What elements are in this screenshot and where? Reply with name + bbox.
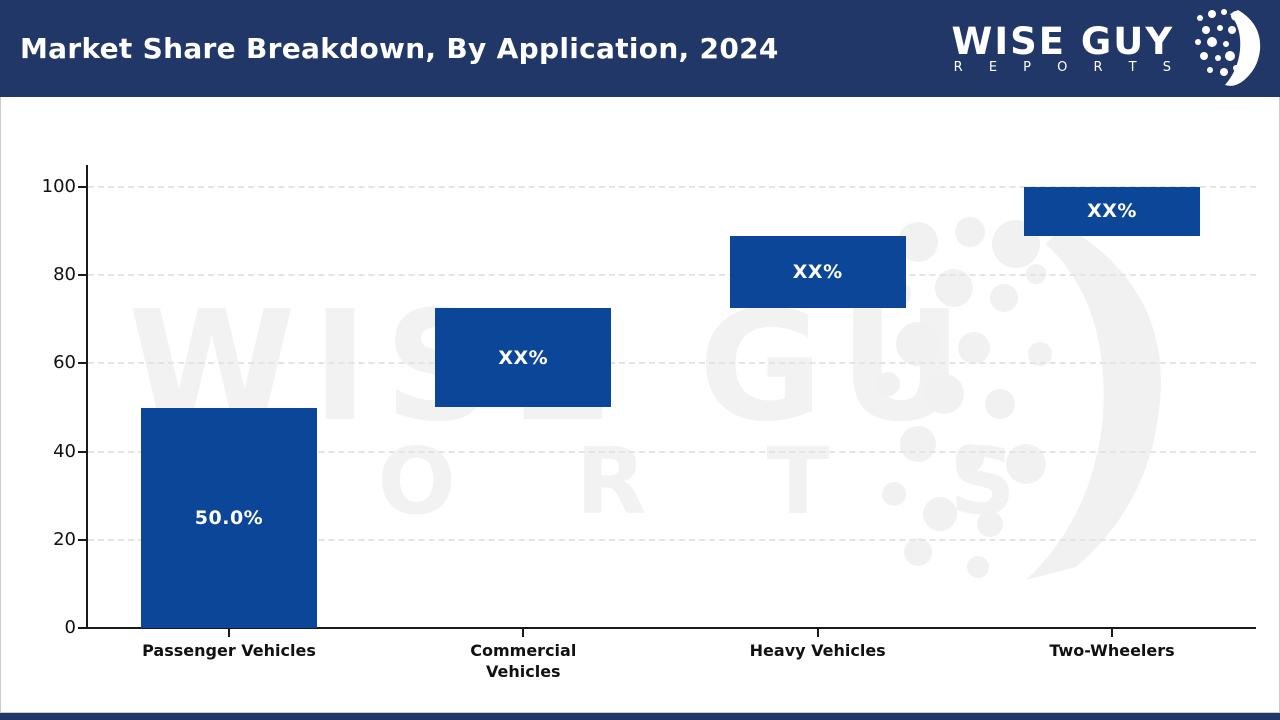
y-axis-tick-label: 40 xyxy=(53,440,76,462)
x-tick-mark xyxy=(228,629,230,637)
brand-logo: WISE GUY R E P O R T S xyxy=(944,6,1266,92)
y-tick-mark xyxy=(78,627,86,629)
waterfall-bar: XX% xyxy=(729,235,906,309)
gridline xyxy=(88,450,1256,453)
x-axis-line xyxy=(86,627,1256,629)
waterfall-bar: XX% xyxy=(435,308,612,408)
x-category-label: Two-Wheelers xyxy=(1049,641,1175,660)
y-axis-tick-label: 100 xyxy=(41,176,76,197)
y-tick-mark xyxy=(78,450,86,453)
page-title: Market Share Breakdown, By Application, … xyxy=(20,32,779,65)
header-bar: Market Share Breakdown, By Application, … xyxy=(0,0,1280,97)
y-tick-mark xyxy=(78,538,86,541)
bar-value-label: XX% xyxy=(498,346,549,369)
y-axis-tick-label: 60 xyxy=(53,352,76,374)
waterfall-bar: 50.0% xyxy=(141,407,317,628)
y-tick-mark xyxy=(78,362,86,365)
x-tick-mark xyxy=(522,629,525,637)
y-axis-tick-label: 20 xyxy=(53,528,76,550)
gridline xyxy=(88,362,1256,365)
brand-face-icon xyxy=(1195,8,1261,86)
bar-value-label: XX% xyxy=(792,260,843,283)
x-category-label: Passenger Vehicles xyxy=(142,641,316,660)
bar-value-label: XX% xyxy=(1087,200,1137,223)
y-axis-line xyxy=(86,165,88,629)
x-tick-mark xyxy=(816,629,819,637)
brand-name: WISE GUY xyxy=(951,19,1175,63)
brand-wordmark: WISE GUY R E P O R T S xyxy=(944,19,1182,76)
waterfall-bar: XX% xyxy=(1024,187,1200,236)
y-tick-mark xyxy=(78,186,86,188)
gridline xyxy=(88,538,1256,541)
x-tick-mark xyxy=(1111,629,1113,637)
bar-value-label: 50.0% xyxy=(194,506,264,529)
y-axis-tick-label: 0 xyxy=(64,617,76,638)
x-category-label: Commercial Vehicles xyxy=(470,641,577,681)
y-tick-mark xyxy=(78,274,86,277)
footer-bar xyxy=(0,713,1280,720)
y-axis-tick-label: 80 xyxy=(53,264,76,286)
gridline xyxy=(88,274,1256,277)
x-category-label: Heavy Vehicles xyxy=(749,641,886,660)
gridline xyxy=(88,186,1256,188)
brand-subtitle: R E P O R T S xyxy=(953,59,1182,75)
